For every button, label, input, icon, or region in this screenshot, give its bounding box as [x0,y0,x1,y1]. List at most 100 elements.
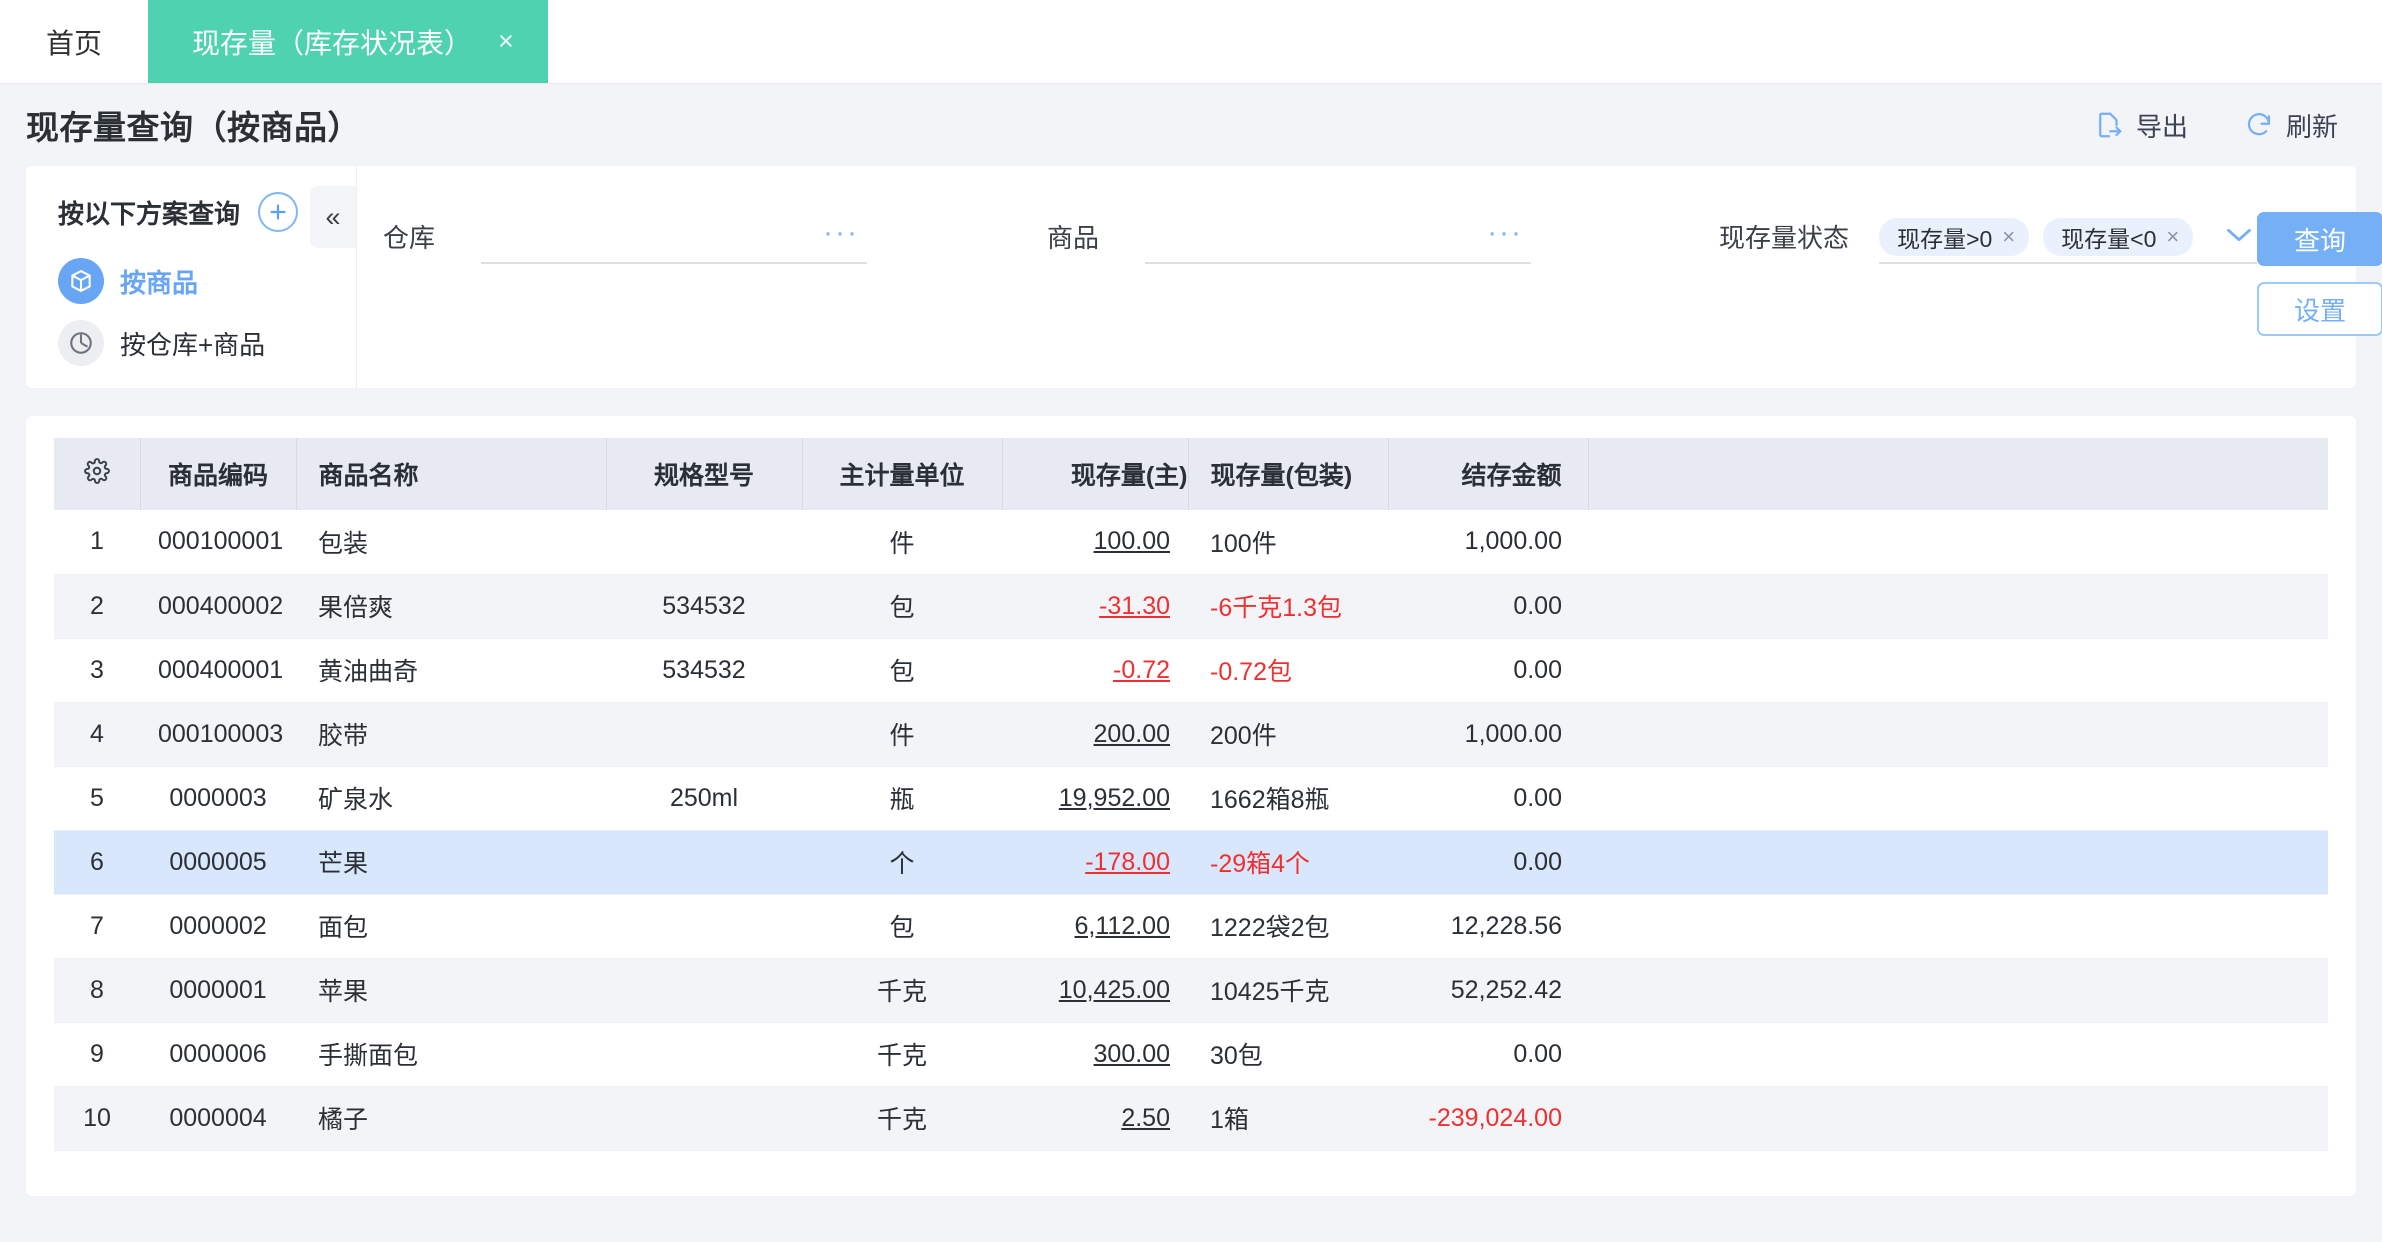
qty-package: 1箱 [1188,1086,1388,1151]
table-row[interactable]: 6 0000005 芒果 个 -178.00 -29箱4个 0.00 [54,830,2328,895]
header-qty-package[interactable]: 现存量(包装) [1188,438,1389,510]
qty-main-cell: -178.00 [1002,830,1188,895]
filter-buttons: 查询 设置 [2257,212,2382,336]
row-index: 3 [54,638,140,703]
scheme-item-by-warehouse-product[interactable]: 按仓库+商品 [58,320,356,366]
add-scheme-button[interactable] [258,192,299,232]
scheme-item-by-product[interactable]: 按商品 [58,258,356,304]
product-spec [606,894,802,959]
qty-main-link[interactable]: 100.00 [1093,527,1170,556]
product-name: 矿泉水 [296,766,606,831]
page-header: 现存量查询（按商品） 导出 刷新 [0,84,2382,166]
product-label: 商品 [1047,223,1100,253]
product-name: 胶带 [296,702,606,767]
row-filler [1588,1022,2328,1087]
qty-main-cell: 19,952.00 [1002,766,1188,831]
row-filler [1588,702,2328,767]
header-product-name[interactable]: 商品名称 [296,438,607,510]
gear-icon[interactable] [83,457,110,490]
product-name: 果倍爽 [296,574,606,639]
filter-card: 按以下方案查询 « [26,166,2382,388]
product-name: 包装 [296,510,606,575]
row-index: 2 [54,574,140,639]
stock-status-label: 现存量状态 [1719,223,1850,253]
balance-amount: 0.00 [1388,638,1588,703]
product-input[interactable]: ··· [1145,212,1532,264]
product-field: 商品 ··· [1047,212,1532,264]
qty-main-link[interactable]: -178.00 [1085,847,1170,876]
product-unit: 件 [802,702,1002,767]
status-chip-positive[interactable]: 现存量>0 × [1879,218,2030,256]
product-spec: 534532 [606,574,802,639]
header-unit[interactable]: 主计量单位 [802,438,1003,510]
table-row[interactable]: 5 0000003 矿泉水 250ml 瓶 19,952.00 1662箱8瓶 0.00 [54,766,2328,831]
product-unit: 个 [802,830,1002,895]
table-row[interactable]: 10 0000004 橘子 千克 2.50 1箱 -239,024.00 [54,1086,2328,1151]
table-row[interactable]: 1 000100001 包装 件 100.00 100件 1,000.00 [54,510,2328,575]
query-button[interactable]: 查询 [2257,212,2382,266]
header-spec[interactable]: 规格型号 [606,438,803,510]
column-settings-header[interactable] [54,438,141,510]
header-balance-amount[interactable]: 结存金额 [1388,438,1589,510]
settings-button[interactable]: 设置 [2257,282,2382,336]
export-button[interactable]: 导出 [2094,107,2188,144]
qty-main-cell: -0.72 [1002,638,1188,703]
tab-home[interactable]: 首页 [0,0,148,83]
row-filler [1588,574,2328,639]
status-chip-positive-label: 现存量>0 [1897,226,1993,252]
qty-main-cell: 2.50 [1002,1086,1188,1151]
qty-package: 10425千克 [1188,958,1388,1023]
balance-amount: -239,024.00 [1388,1086,1588,1151]
product-more-icon[interactable]: ··· [1487,216,1524,249]
table-row[interactable]: 3 000400001 黄油曲奇 534532 包 -0.72 -0.72包 0.00 [54,638,2328,703]
row-index: 1 [54,510,140,575]
stock-status-select[interactable]: 现存量>0 × 现存量<0 × [1879,212,2258,264]
close-icon[interactable]: × [498,26,514,56]
table-row[interactable]: 7 0000002 面包 包 6,112.00 1222袋2包 12,228.56 [54,894,2328,959]
table-row[interactable]: 4 000100003 胶带 件 200.00 200件 1,000.00 [54,702,2328,767]
refresh-button[interactable]: 刷新 [2244,107,2338,144]
balance-amount: 1,000.00 [1388,510,1588,575]
scheme-list: 按商品 按仓库+商品 [58,258,356,366]
chevron-down-icon[interactable] [2225,222,2253,248]
header-filler [1588,438,2328,510]
header-product-code[interactable]: 商品编码 [140,438,297,510]
qty-package: -0.72包 [1188,638,1388,703]
status-chip-negative[interactable]: 现存量<0 × [2043,218,2194,256]
product-unit: 瓶 [802,766,1002,831]
table-body: 1 000100001 包装件 100.00 100件 1,000.00 2 00040000… [54,510,2328,1151]
product-name: 芒果 [296,830,606,895]
header-qty-main[interactable]: 现存量(主) [1002,438,1189,510]
qty-main-link[interactable]: 2.50 [1121,1103,1170,1132]
close-icon[interactable]: × [2166,224,2180,249]
qty-main-link[interactable]: 6,112.00 [1074,911,1170,940]
qty-main-link[interactable]: -31.30 [1099,591,1170,620]
table-row[interactable]: 8 0000001 苹果 千克 10,425.00 10425千克 52,252.42 [54,958,2328,1023]
tab-inventory-status[interactable]: 现存量（库存状况表） × [148,0,548,83]
balance-amount: 0.00 [1388,830,1588,895]
row-index: 10 [54,1086,140,1151]
refresh-icon [2244,110,2274,140]
table-row[interactable]: 9 0000006 手撕面包 千克 300.00 30包 0.00 [54,1022,2328,1087]
qty-main-link[interactable]: 19,952.00 [1058,783,1170,812]
warehouse-more-icon[interactable]: ··· [823,216,860,249]
row-filler [1588,638,2328,703]
table-row[interactable]: 2 000400002 果倍爽 534532 包 -31.30 -6千克1.3包 0.00 [54,574,2328,639]
qty-main-cell: 200.00 [1002,702,1188,767]
refresh-label: 刷新 [2285,111,2338,142]
qty-package: 200件 [1188,702,1388,767]
plus-icon [270,204,286,220]
qty-main-link[interactable]: -0.72 [1113,655,1170,684]
qty-main-link[interactable]: 10,425.00 [1058,975,1170,1004]
tab-bar: 首页 现存量（库存状况表） × [0,0,2382,84]
close-icon[interactable]: × [2002,224,2016,249]
collapse-panel-button[interactable]: « [310,186,357,248]
warehouse-input[interactable]: ··· [481,212,868,264]
qty-main-link[interactable]: 200.00 [1093,719,1170,748]
qty-main-link[interactable]: 300.00 [1093,1039,1170,1068]
warehouse-field: 仓库 ··· [383,212,868,264]
product-unit: 千克 [802,1022,1002,1087]
tab-inventory-status-label: 现存量（库存状况表） [192,27,473,59]
export-label: 导出 [2135,111,2188,142]
status-chip-negative-label: 现存量<0 [2061,226,2157,252]
